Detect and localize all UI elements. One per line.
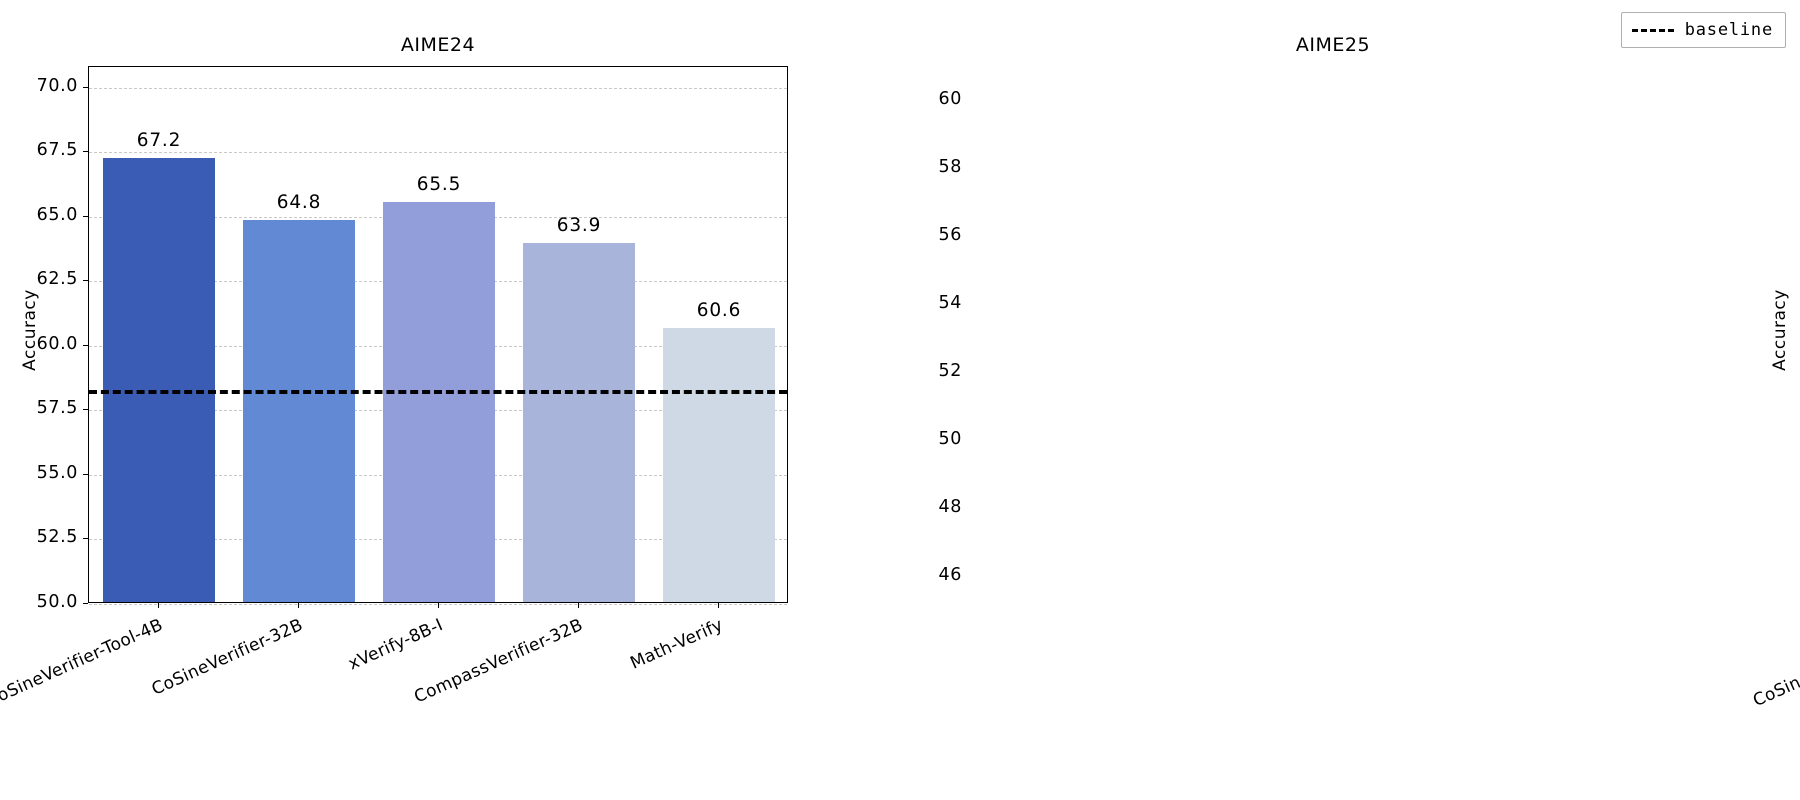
- y-tick-label: 58: [938, 156, 962, 177]
- y-tick-label: 67.5: [36, 140, 78, 161]
- bar-value-label: 63.9: [556, 215, 602, 237]
- y-tick-label: 48: [938, 496, 962, 517]
- x-tick-mark: [298, 603, 299, 608]
- bar: [663, 328, 775, 602]
- bar: [103, 157, 215, 602]
- bar: [243, 219, 355, 602]
- legend-baseline-label: baseline: [1684, 20, 1773, 40]
- y-tick-label: 57.5: [36, 398, 78, 419]
- y-tick-label: 56: [938, 224, 962, 245]
- bar-value-label: 67.2: [136, 129, 182, 151]
- x-tick-label: xVerify-8B-I: [345, 615, 447, 675]
- plot-area-aime24: 67.2 64.8 65.5 63.9 60.6: [88, 66, 788, 605]
- chart-panel-aime25: AIME25 Accuracy 56.858.054.651.252.0 bas…: [880, 0, 1800, 800]
- y-tick-label: 70.0: [36, 75, 78, 96]
- y-tick-label: 50: [938, 428, 962, 449]
- y-tick-mark: [83, 603, 88, 604]
- x-tick-mark: [158, 603, 159, 608]
- baseline-line: [89, 389, 787, 394]
- y-tick-label: 52.5: [36, 527, 78, 548]
- y-tick-label: 65.0: [36, 204, 78, 225]
- y-tick-mark: [83, 86, 88, 88]
- bar-value-label: 60.6: [696, 300, 742, 322]
- y-tick-label: 50.0: [36, 592, 78, 612]
- x-tick-mark: [578, 603, 579, 608]
- y-tick-mark: [83, 215, 88, 217]
- bar: [383, 201, 495, 602]
- y-tick-label: 62.5: [36, 269, 78, 290]
- y-tick-label: 54: [938, 292, 962, 313]
- y-tick-mark: [83, 409, 88, 411]
- y-tick-mark: [83, 151, 88, 153]
- x-tick-label: CoSineVerifier-32B: [148, 615, 307, 700]
- x-tick-label: Math-Verify: [627, 615, 727, 674]
- y-tick-label: 52: [938, 360, 962, 381]
- y-axis-label-right: Accuracy: [1770, 289, 1790, 371]
- y-axis-label-left: Accuracy: [20, 289, 40, 371]
- x-tick-mark: [718, 603, 719, 608]
- y-tick-mark: [83, 344, 88, 346]
- x-tick-label: CompassVerifier-32B: [411, 615, 587, 708]
- legend-box: baseline: [1620, 12, 1786, 48]
- y-tick-mark: [83, 280, 88, 282]
- x-tick-mark: [438, 603, 439, 608]
- y-tick-label: 46: [938, 564, 962, 585]
- gridline: [89, 87, 787, 89]
- y-tick-mark: [83, 538, 88, 540]
- legend-baseline-dash-icon: [1631, 28, 1674, 32]
- chart-title-aime24: AIME24: [400, 34, 476, 56]
- bar-value-label: 65.5: [416, 173, 462, 195]
- chart-panel-aime24: AIME24 Accuracy 67.2 64.8 65.5 63.9 60.6 50.…: [0, 0, 880, 800]
- x-tick-label: CoSineVerifier-Tool-4B: [1750, 615, 1800, 712]
- gridline: [89, 152, 787, 154]
- y-tick-label: 55.0: [36, 462, 78, 483]
- bar: [523, 243, 635, 602]
- y-tick-label: 60.0: [36, 333, 78, 354]
- bar-value-label: 64.8: [276, 191, 322, 213]
- chart-title-aime25: AIME25: [1295, 34, 1371, 56]
- y-tick-mark: [83, 473, 88, 475]
- y-tick-label: 60: [938, 88, 962, 109]
